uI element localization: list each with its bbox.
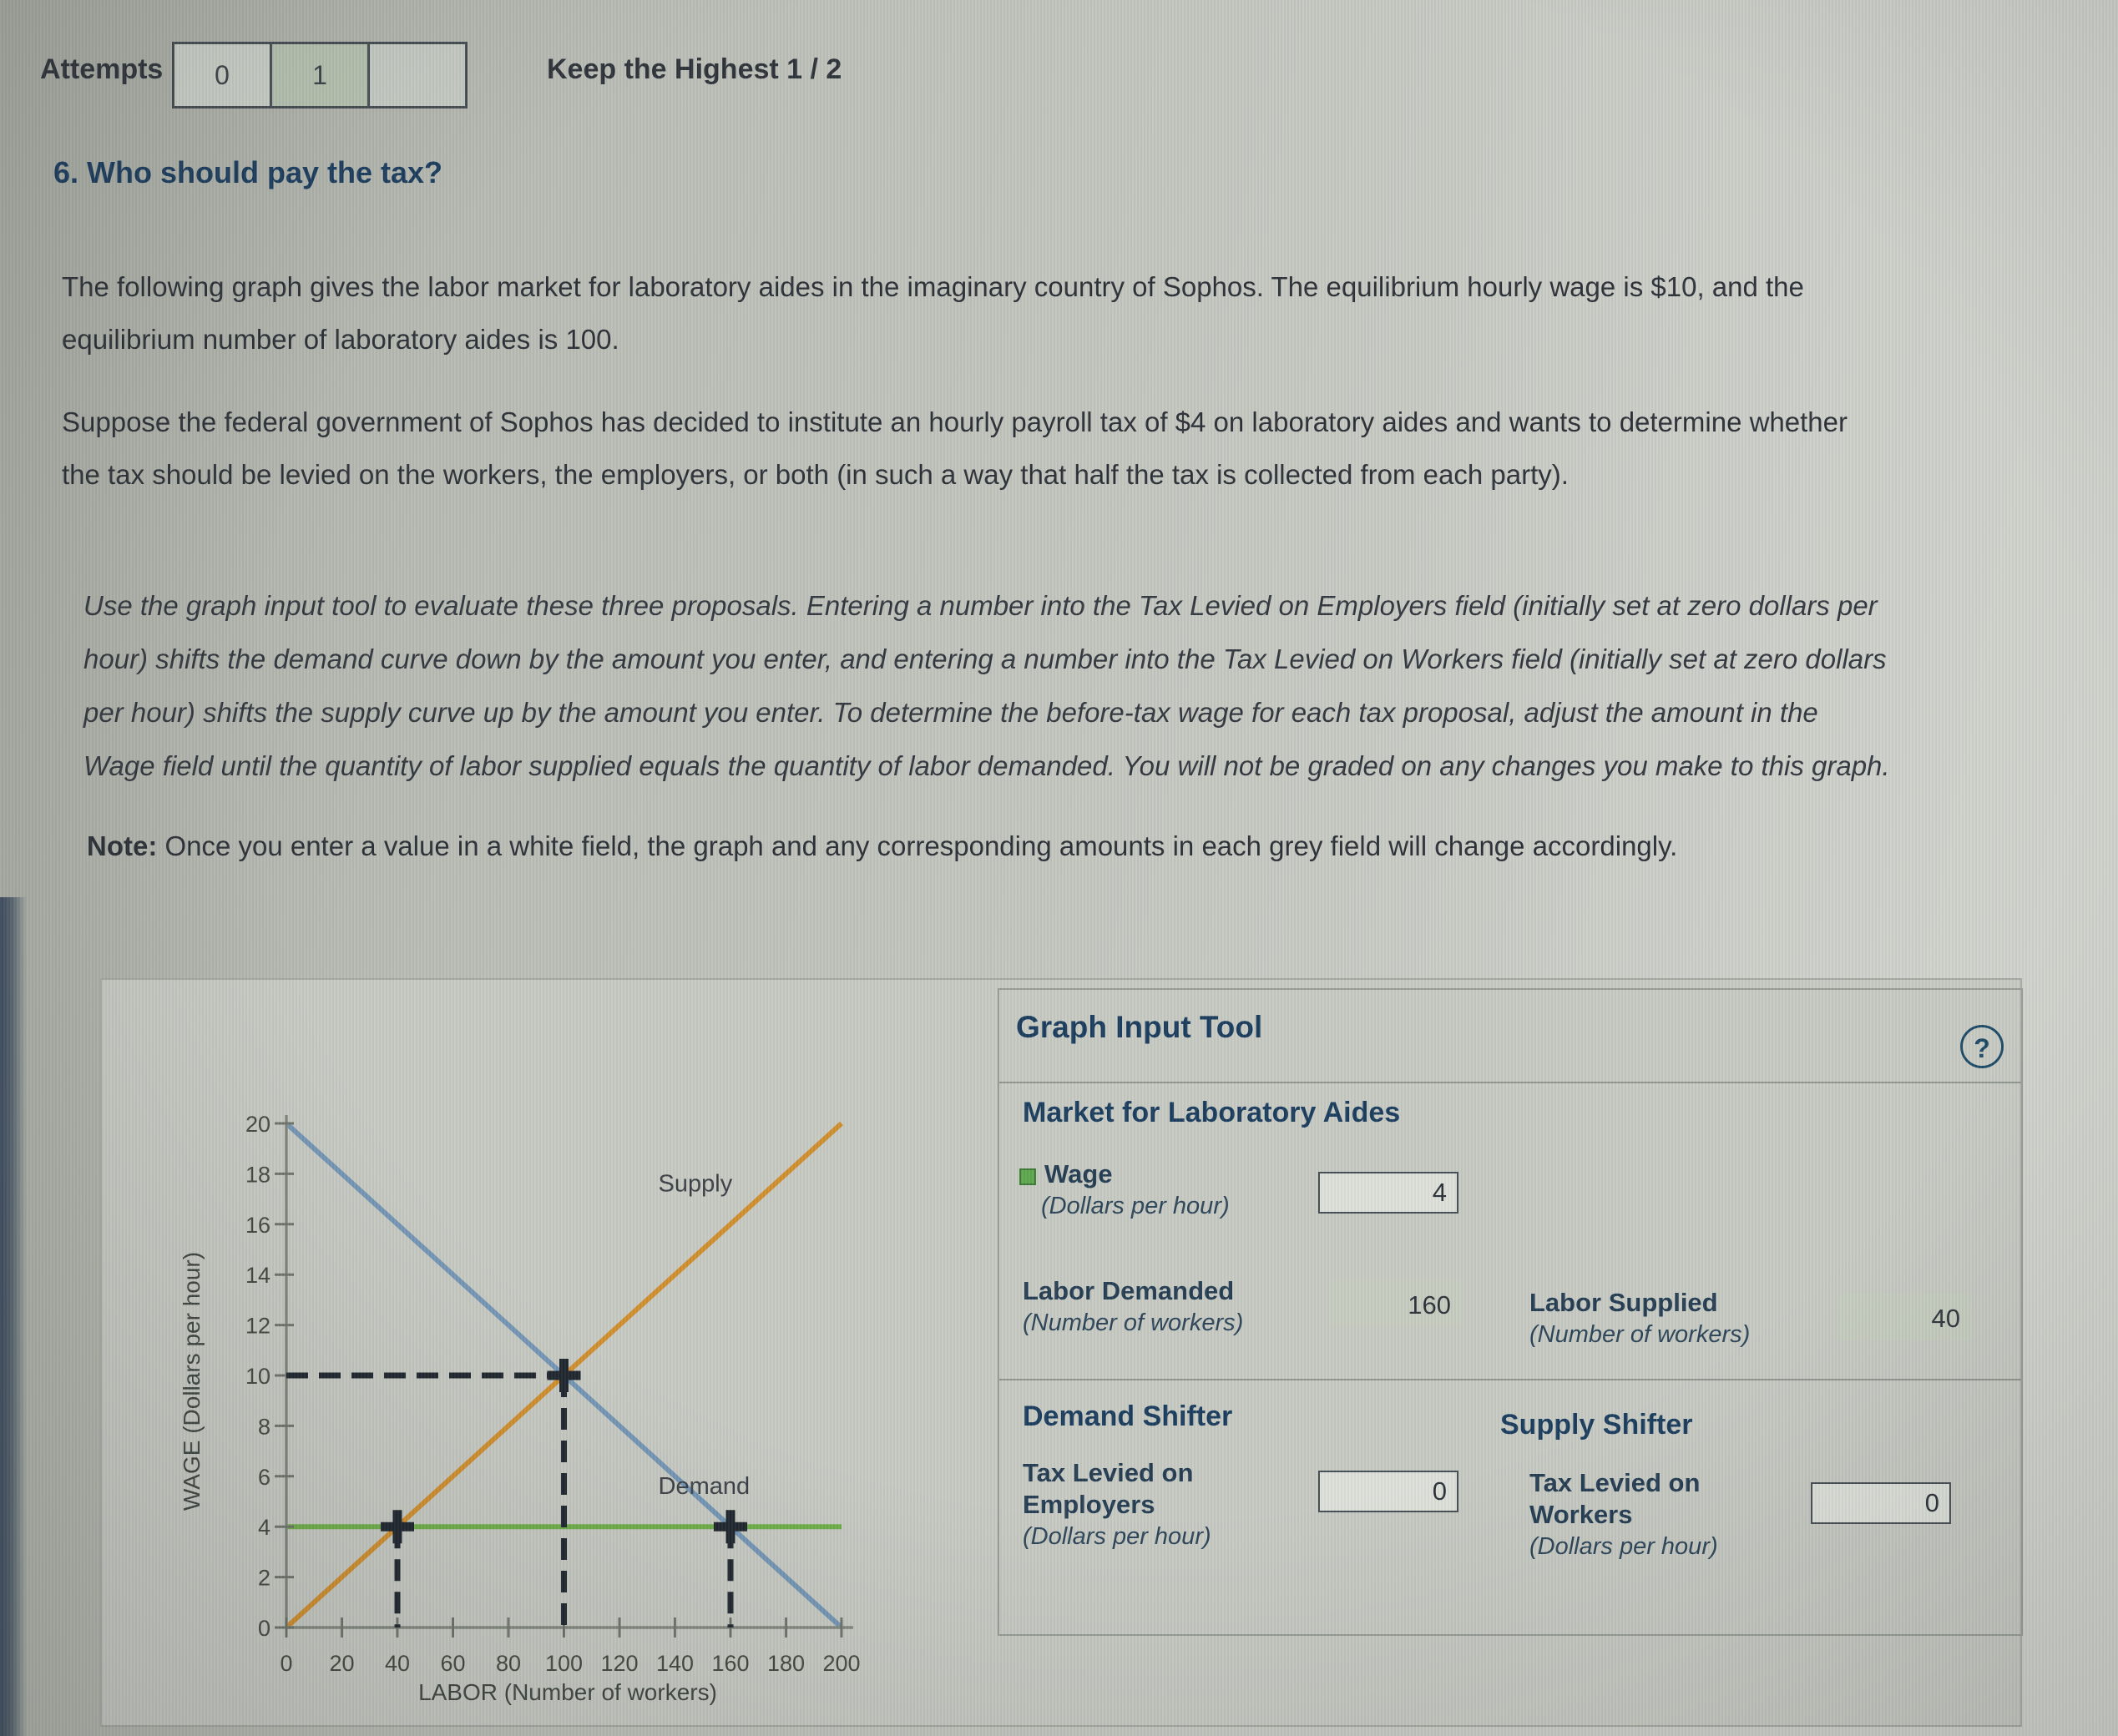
labor-supplied-sublabel: (Number of workers) xyxy=(1529,1321,1751,1348)
attempt-cell-2: 1 xyxy=(272,44,370,106)
attempts-table: 0 1 xyxy=(172,42,468,108)
x-tick-label: 60 xyxy=(440,1651,465,1676)
x-tick-label: 20 xyxy=(329,1651,354,1676)
attempt-cell-1: 0 xyxy=(174,44,272,106)
tax-workers-label-2: Workers xyxy=(1529,1500,1633,1529)
market-title: Market for Laboratory Aides xyxy=(1023,1097,1401,1128)
x-tick-label: 40 xyxy=(385,1651,410,1676)
supply-shifter-title: Supply Shifter xyxy=(1500,1409,1693,1441)
keep-highest-label: Keep the Highest 1 / 2 xyxy=(547,53,842,85)
instructions-line-2: hour) shifts the demand curve down by th… xyxy=(83,643,1887,674)
tax-employers-label-1: Tax Levied on xyxy=(1023,1458,1194,1487)
x-tick-label: 100 xyxy=(545,1651,583,1676)
y-tick-label: 18 xyxy=(245,1162,270,1187)
x-axis-title: LABOR (Number of workers) xyxy=(418,1679,717,1705)
x-tick-label: 80 xyxy=(496,1651,521,1676)
paragraph-1-line-1: The following graph gives the labor mark… xyxy=(62,271,1804,302)
tax-workers-sublabel: (Dollars per hour) xyxy=(1529,1533,1718,1560)
y-tick-label: 12 xyxy=(245,1314,270,1339)
labor-demanded-sublabel: (Number of workers) xyxy=(1023,1310,1244,1336)
demand-curve-label: Demand xyxy=(659,1473,751,1500)
labor-demanded-label: Labor Demanded xyxy=(1023,1276,1235,1305)
tool-title: Graph Input Tool xyxy=(1016,1010,1263,1044)
labor-supplied-label: Labor Supplied xyxy=(1529,1288,1718,1317)
y-tick-label: 4 xyxy=(258,1515,270,1540)
tax-workers-label-1: Tax Levied on xyxy=(1529,1468,1701,1497)
graph-tool-card xyxy=(100,978,2022,1727)
paragraph-1-line-2: equilibrium number of laboratory aides i… xyxy=(62,324,619,355)
wage-line-handle-icon xyxy=(1019,1168,1036,1185)
tool-header-divider xyxy=(999,1082,2021,1083)
x-tick-label: 140 xyxy=(656,1651,694,1676)
instructions-line-3: per hour) shifts the supply curve up by … xyxy=(83,697,1818,728)
instructions-line-4: Wage field until the quantity of labor s… xyxy=(83,750,1890,781)
note-prefix: Note: xyxy=(87,830,158,861)
paragraph-2: Suppose the federal government of Sophos… xyxy=(62,396,1848,501)
photo-edge-shadow xyxy=(0,897,27,1736)
wage-input[interactable] xyxy=(1318,1172,1458,1214)
tax-employers-input[interactable] xyxy=(1318,1471,1458,1512)
y-tick-label: 10 xyxy=(245,1364,270,1389)
paragraph-1: The following graph gives the labor mark… xyxy=(62,260,1804,366)
paragraph-2-line-1: Suppose the federal government of Sophos… xyxy=(62,406,1848,437)
x-tick-label: 180 xyxy=(767,1651,805,1676)
labor-supplied-value: 40 xyxy=(1838,1294,1972,1340)
note-text: Once you enter a value in a white field,… xyxy=(157,830,1678,861)
instructions-line-1: Use the graph input tool to evaluate the… xyxy=(83,590,1878,621)
y-axis-title: WAGE (Dollars per hour) xyxy=(179,1251,205,1511)
y-tick-label: 20 xyxy=(245,1112,270,1137)
y-tick-label: 6 xyxy=(258,1465,270,1490)
paragraph-2-line-2: the tax should be levied on the workers,… xyxy=(62,459,1569,490)
tax-workers-input[interactable] xyxy=(1811,1482,1951,1524)
wage-label: Wage xyxy=(1044,1159,1113,1188)
attempt-cell-3 xyxy=(370,44,465,106)
tax-employers-label-2: Employers xyxy=(1023,1490,1155,1519)
demand-shifter-title: Demand Shifter xyxy=(1023,1400,1233,1432)
supply-curve-label: Supply xyxy=(659,1171,733,1198)
x-tick-label: 160 xyxy=(711,1651,749,1676)
note-line: Note: Once you enter a value in a white … xyxy=(87,820,1677,872)
x-tick-label: 120 xyxy=(600,1651,638,1676)
x-tick-label: 200 xyxy=(822,1651,860,1676)
y-tick-label: 16 xyxy=(245,1213,270,1238)
wage-sublabel: (Dollars per hour) xyxy=(1041,1193,1230,1219)
attempts-label: Attempts xyxy=(40,53,164,85)
y-tick-label: 0 xyxy=(258,1616,270,1641)
x-tick-label: 0 xyxy=(280,1651,292,1676)
question-title: 6. Who should pay the tax? xyxy=(53,155,443,189)
tool-mid-divider xyxy=(999,1379,2021,1380)
graph-input-tool-panel: Graph Input Tool ? Market for Laboratory… xyxy=(998,988,2023,1636)
help-icon[interactable]: ? xyxy=(1960,1025,2004,1068)
y-tick-label: 14 xyxy=(245,1263,270,1288)
y-tick-label: 8 xyxy=(258,1414,270,1439)
tax-employers-sublabel: (Dollars per hour) xyxy=(1023,1523,1211,1550)
labor-demanded-value: 160 xyxy=(1329,1280,1463,1327)
instructions-paragraph: Use the graph input tool to evaluate the… xyxy=(83,579,1890,793)
y-tick-label: 2 xyxy=(258,1566,270,1591)
